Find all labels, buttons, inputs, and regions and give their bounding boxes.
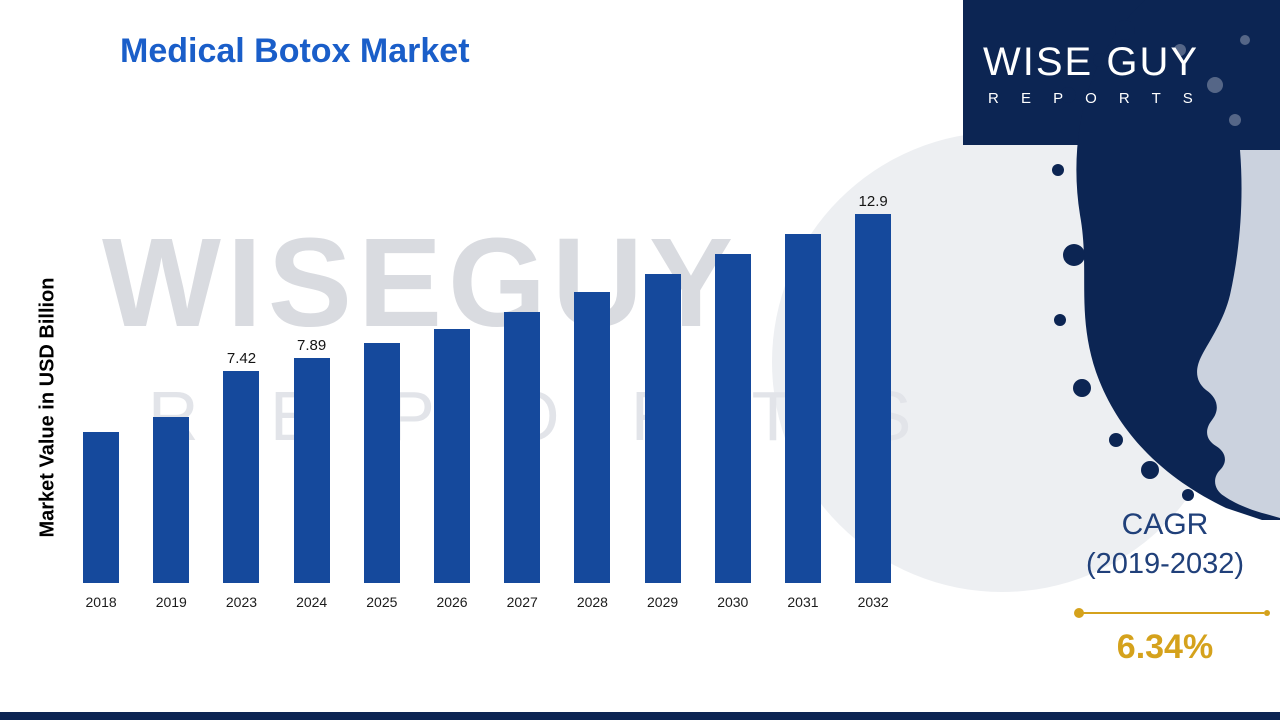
cagr-divider-line: [1074, 608, 1270, 618]
bar-column: 2019: [136, 163, 206, 610]
x-axis-label: 2024: [296, 594, 328, 610]
x-axis-label: 2027: [506, 594, 538, 610]
bar: [714, 254, 751, 583]
bar-value-label: 12.9: [858, 193, 888, 211]
bar: [855, 214, 892, 583]
bar-column: 7.89 2024: [277, 163, 347, 610]
x-axis-label: 2029: [647, 594, 679, 610]
bar: [434, 328, 471, 583]
bar-wrap: [628, 163, 698, 583]
cagr-label: CAGR: [1121, 508, 1209, 541]
x-axis-label: 2030: [717, 594, 749, 610]
bar-wrap: 7.42: [206, 163, 276, 583]
bar: [153, 417, 190, 583]
x-axis-label: 2032: [857, 594, 889, 610]
page-title: Medical Botox Market: [120, 32, 470, 70]
bar: [644, 274, 681, 583]
bar-column: 2025: [347, 163, 417, 610]
bar-wrap: [487, 163, 557, 583]
bar-column: 2028: [557, 163, 627, 610]
brand-name-text: WISE GUY: [983, 40, 1200, 84]
bar-column: 2027: [487, 163, 557, 610]
cagr-range: (2019-2032): [1086, 548, 1244, 580]
x-axis-label: 2018: [85, 594, 117, 610]
bar-value-label: 7.89: [297, 336, 327, 354]
bar: [83, 431, 120, 583]
bar-chart: 2018 2019 7.42 2023 7.89 2024 2025 2026 2027 2028…: [66, 163, 908, 610]
x-axis-label: 2023: [225, 594, 258, 610]
x-axis-label: 2028: [576, 594, 608, 610]
bar-column: 2018: [66, 163, 136, 610]
x-axis-label: 2019: [155, 594, 187, 610]
bar-column: 12.9 2032: [838, 163, 908, 610]
footer-bar: [0, 712, 1280, 720]
x-axis-label: 2025: [366, 594, 398, 610]
bar-wrap: [347, 163, 417, 583]
bar-column: 2029: [628, 163, 698, 610]
bar-wrap: 12.9: [838, 163, 908, 583]
bar: [574, 291, 611, 583]
bar-column: 7.42 2023: [206, 163, 276, 610]
bar: [293, 357, 330, 583]
bar-wrap: [698, 163, 768, 583]
bar-value-label: 7.42: [226, 350, 257, 367]
brand-subtitle-text: R E P O R T S: [988, 90, 1202, 107]
bar-wrap: [66, 163, 136, 583]
bar: [504, 311, 541, 583]
bar-wrap: [136, 163, 206, 583]
bar-wrap: [417, 163, 487, 583]
bar: [784, 234, 821, 583]
x-axis-label: 2031: [787, 594, 819, 610]
y-axis-label: Market Value in USD Billion: [36, 277, 59, 538]
bar-wrap: [557, 163, 627, 583]
bar-column: 2031: [768, 163, 838, 610]
face-profile-logo-icon: [1052, 0, 1280, 520]
bar-wrap: [768, 163, 838, 583]
bar: [363, 343, 400, 583]
bar-wrap: 7.89: [277, 163, 347, 583]
bar-column: 2026: [417, 163, 487, 610]
bar-column: 2030: [698, 163, 768, 610]
bar: [223, 371, 260, 583]
cagr-value: 6.34%: [1116, 628, 1214, 666]
x-axis-label: 2026: [436, 594, 468, 610]
watermark-wiseguy-text: WISEGUY: [102, 212, 740, 353]
